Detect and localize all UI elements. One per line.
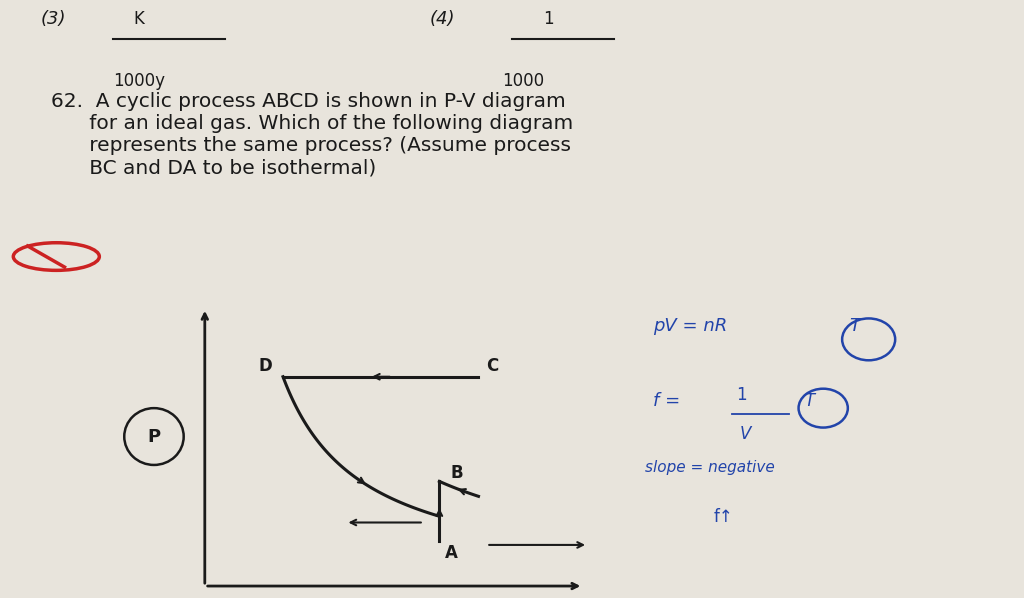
Text: pV = nR: pV = nR <box>652 317 727 335</box>
Text: 1: 1 <box>736 386 746 404</box>
Text: K: K <box>133 10 144 28</box>
Text: 1000y: 1000y <box>113 72 165 90</box>
Text: T: T <box>850 317 861 335</box>
Text: f↑: f↑ <box>714 508 733 526</box>
Text: f =: f = <box>652 392 680 410</box>
Text: 1000: 1000 <box>502 72 544 90</box>
Text: slope = negative: slope = negative <box>645 460 775 475</box>
Text: V: V <box>739 425 752 443</box>
Text: B: B <box>451 465 463 483</box>
Text: D: D <box>259 357 272 375</box>
Text: (4): (4) <box>430 10 456 28</box>
Text: C: C <box>486 357 499 375</box>
Text: A: A <box>444 544 458 562</box>
Text: P: P <box>147 428 161 446</box>
Text: 1: 1 <box>543 10 553 28</box>
Text: T: T <box>804 392 814 410</box>
Text: (3): (3) <box>41 10 67 28</box>
Text: 62.  A cyclic process ABCD is shown in P-V diagram
      for an ideal gas. Which: 62. A cyclic process ABCD is shown in P-… <box>51 92 573 177</box>
